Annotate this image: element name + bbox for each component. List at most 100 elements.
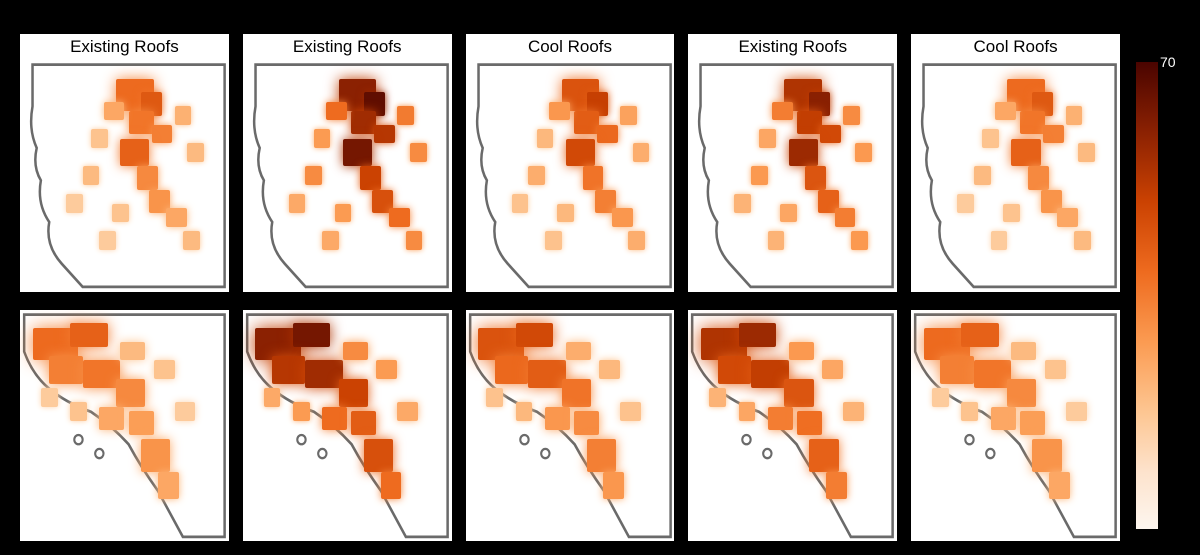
heat-cell xyxy=(381,472,402,500)
heat-cell xyxy=(780,204,797,223)
heat-cell xyxy=(734,194,751,213)
scenario-label: Future A Scenario xyxy=(390,7,535,27)
colorbar-tick: 3 xyxy=(1160,321,1168,337)
heat-cell xyxy=(351,411,376,434)
heat-cell xyxy=(516,323,554,346)
heat-cell xyxy=(739,323,777,346)
heat-cell xyxy=(739,402,756,421)
heat-cell xyxy=(141,439,170,471)
heat-cell xyxy=(1032,439,1061,471)
heat-cell xyxy=(995,102,1016,121)
colorbar: 012345670 xyxy=(1136,62,1158,529)
heat-cell xyxy=(620,402,641,421)
heat-cell xyxy=(797,111,822,134)
heat-cell xyxy=(528,360,566,388)
heat-cell xyxy=(305,360,343,388)
heat-cell xyxy=(389,208,410,227)
map-row-socal xyxy=(20,310,1120,542)
heat-cell xyxy=(709,388,726,407)
heat-cell xyxy=(1003,204,1020,223)
heat-cell xyxy=(789,139,818,167)
heat-cell xyxy=(562,379,591,407)
heat-cell xyxy=(751,166,768,185)
heat-cell xyxy=(293,402,310,421)
heat-cell xyxy=(397,402,418,421)
roof-header-label: Cool Roofs xyxy=(528,37,612,57)
heat-cell xyxy=(620,106,637,125)
heat-cell xyxy=(1007,379,1036,407)
map-panel xyxy=(243,60,452,292)
heat-cell xyxy=(351,111,376,134)
map-panel xyxy=(688,310,897,542)
heat-cell xyxy=(183,231,200,250)
heat-cell xyxy=(991,231,1008,250)
heat-cell xyxy=(843,402,864,421)
heat-cell xyxy=(537,129,554,148)
map-grid xyxy=(0,60,1200,555)
heat-cell xyxy=(789,342,814,361)
colorbar-tick: 70 xyxy=(1160,54,1176,70)
heat-cell xyxy=(628,231,645,250)
heat-cell xyxy=(137,166,158,189)
heat-cell xyxy=(566,139,595,167)
roof-header-cell: Cool Roofs xyxy=(466,34,675,60)
heat-cell xyxy=(545,407,570,430)
heat-cell xyxy=(1049,472,1070,500)
heat-cell xyxy=(512,194,529,213)
heat-cell xyxy=(1043,125,1064,144)
heat-cell xyxy=(961,402,978,421)
heat-cell xyxy=(718,356,751,384)
roof-header-cell: Cool Roofs xyxy=(911,34,1120,60)
heat-cell xyxy=(1066,106,1083,125)
heat-cell xyxy=(751,360,789,388)
heat-cell xyxy=(289,194,306,213)
map-panel xyxy=(243,310,452,542)
heat-cell xyxy=(991,407,1016,430)
heat-cell xyxy=(826,472,847,500)
map-panel xyxy=(911,310,1120,542)
scenario-label: Future B Scenario xyxy=(832,7,978,27)
heat-cell xyxy=(99,231,116,250)
heat-cell xyxy=(633,143,650,162)
roof-header-label: Cool Roofs xyxy=(974,37,1058,57)
heat-cell xyxy=(66,194,83,213)
heat-cell xyxy=(1011,139,1040,167)
heat-cell xyxy=(1066,402,1087,421)
heat-cell xyxy=(397,106,414,125)
map-panel xyxy=(466,60,675,292)
heat-cell xyxy=(974,360,1012,388)
heat-cell xyxy=(957,194,974,213)
heat-cell xyxy=(566,342,591,361)
scenario-label: Baseline xyxy=(92,7,162,27)
heat-cell xyxy=(597,125,618,144)
heat-cell xyxy=(784,379,813,407)
heat-cell xyxy=(112,204,129,223)
scenario-group-3: Future B Scenario xyxy=(691,0,1120,34)
heat-cell xyxy=(1045,360,1066,379)
heat-cell xyxy=(314,129,331,148)
roof-header-row: Existing Roofs Existing Roofs Cool Roofs… xyxy=(0,34,1200,60)
heat-cell xyxy=(587,439,616,471)
heat-cell xyxy=(360,166,381,189)
heat-cell xyxy=(70,323,108,346)
heat-cell xyxy=(1028,166,1049,189)
heat-cell xyxy=(326,102,347,121)
map-panel xyxy=(688,60,897,292)
heat-cell xyxy=(974,166,991,185)
heat-cell xyxy=(154,360,175,379)
heat-cell xyxy=(264,388,281,407)
heat-cell xyxy=(129,111,154,134)
figure-root: Baseline Future A Scenario Future B Scen… xyxy=(0,0,1200,555)
heat-cell xyxy=(158,472,179,500)
heat-cell xyxy=(376,360,397,379)
heat-cell xyxy=(486,388,503,407)
heat-cell xyxy=(374,125,395,144)
roof-header-cell: Existing Roofs xyxy=(20,34,229,60)
map-row-norcal xyxy=(20,60,1120,292)
heat-cell xyxy=(1078,143,1095,162)
heat-cell xyxy=(104,102,125,121)
roof-header-label: Existing Roofs xyxy=(293,37,402,57)
heat-cell xyxy=(583,166,604,189)
heat-cell xyxy=(940,356,973,384)
heat-cell xyxy=(528,166,545,185)
